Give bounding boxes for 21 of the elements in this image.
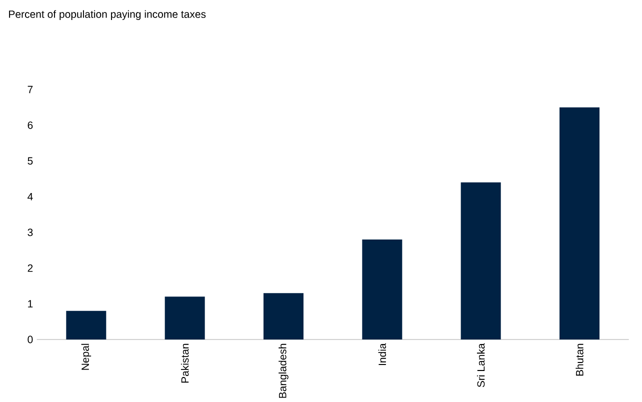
y-tick-label: 7 xyxy=(28,86,33,94)
y-tick-label: 0 xyxy=(28,336,33,344)
bar xyxy=(66,310,106,340)
x-tick-label: Pakistan xyxy=(180,344,189,383)
bar xyxy=(164,296,205,340)
y-tick-label: 6 xyxy=(28,122,33,129)
x-tick-label: India xyxy=(378,343,386,365)
bar xyxy=(460,182,501,340)
y-tick-label: 4 xyxy=(28,193,33,200)
x-tick-label: Nepal xyxy=(81,344,92,370)
bar xyxy=(264,293,304,340)
x-tick-label: Bangladesh xyxy=(278,344,288,398)
x-tick-label: Sri Lanka xyxy=(476,343,485,388)
y-tick-label: 5 xyxy=(28,157,33,165)
bar xyxy=(362,240,402,340)
chart-title: Percent of population paying income taxes xyxy=(9,10,206,20)
bar xyxy=(560,107,600,340)
y-tick-label: 1 xyxy=(28,300,33,308)
y-tick-label: 2 xyxy=(28,264,33,272)
y-tick-label: 3 xyxy=(28,228,33,236)
x-tick-label: Bhutan xyxy=(576,344,584,376)
